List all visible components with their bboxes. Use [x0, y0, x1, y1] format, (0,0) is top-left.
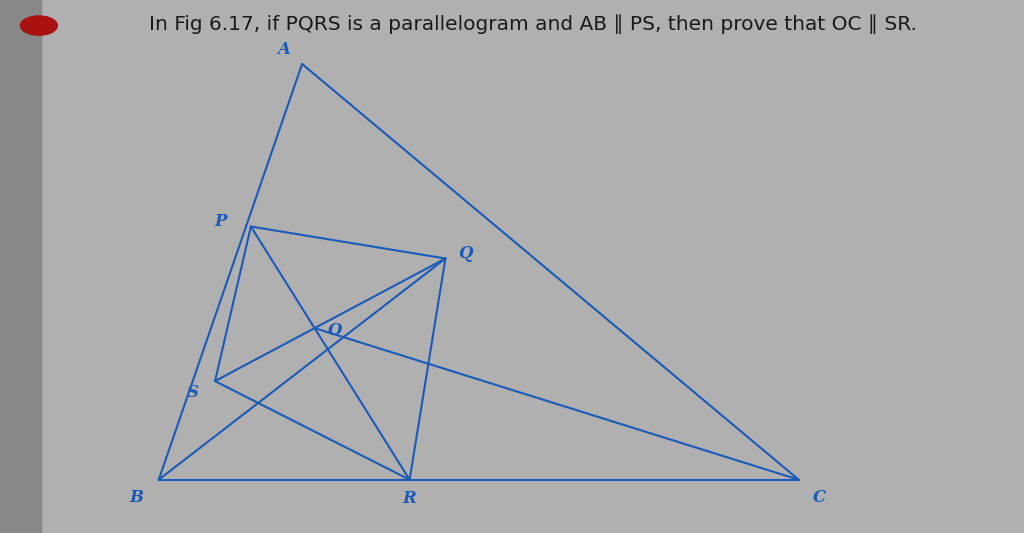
Text: R: R	[402, 490, 417, 507]
Text: B: B	[129, 489, 143, 506]
Text: C: C	[813, 489, 825, 506]
Bar	[0, 0, 41, 533]
Text: A: A	[278, 41, 290, 58]
Text: Q: Q	[459, 245, 473, 262]
Circle shape	[20, 16, 57, 35]
Text: O: O	[328, 322, 342, 340]
Text: P: P	[214, 213, 226, 230]
Text: In Fig 6.17, if PQRS is a parallelogram and AB ∥ PS, then prove that OC ∥ SR.: In Fig 6.17, if PQRS is a parallelogram …	[148, 14, 916, 34]
Text: S: S	[186, 384, 199, 401]
